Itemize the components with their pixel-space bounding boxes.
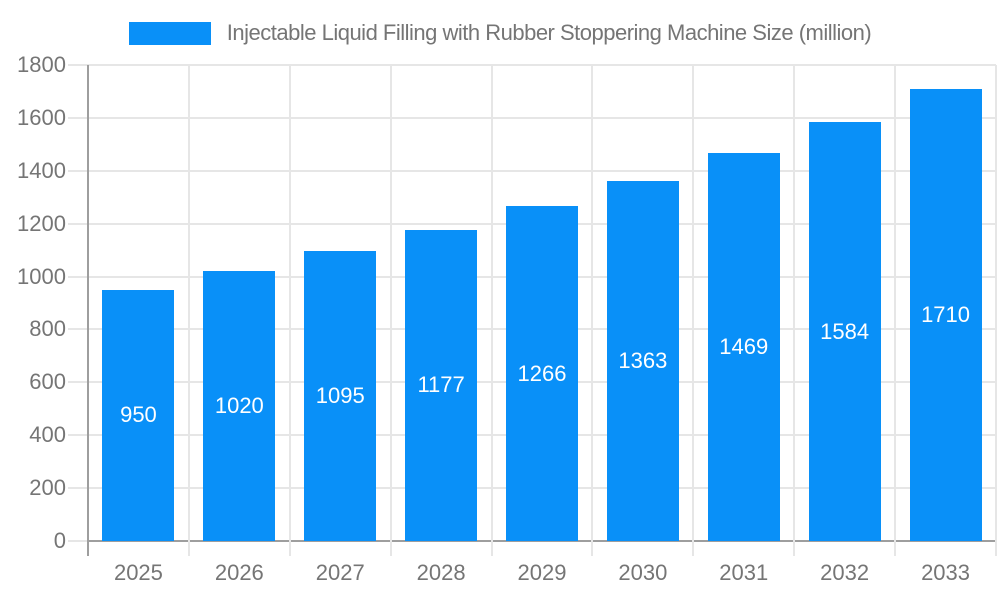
bar-value-label: 1363 <box>618 347 668 373</box>
y-tick <box>68 275 88 278</box>
gridline-h <box>88 64 996 66</box>
x-tick <box>894 541 897 556</box>
bar-value-label: 1020 <box>214 393 264 419</box>
y-axis-label: 400 <box>29 422 66 448</box>
bar-value-label: 1469 <box>719 333 769 359</box>
legend-swatch <box>128 21 211 45</box>
y-tick <box>68 487 88 490</box>
x-axis-label: 2026 <box>214 560 264 585</box>
gridline-v <box>793 65 796 541</box>
x-axis-label: 2030 <box>618 560 668 585</box>
y-tick <box>68 169 88 172</box>
gridline-h <box>88 169 996 172</box>
bar-value-label: 1177 <box>417 372 465 398</box>
gridline-v <box>288 65 291 541</box>
x-tick <box>591 541 594 556</box>
bar: 950 <box>102 289 175 541</box>
bar-value-label: 950 <box>120 402 157 428</box>
y-tick <box>68 328 88 331</box>
x-tick <box>288 541 291 556</box>
y-axis-label: 200 <box>29 475 66 501</box>
x-tick <box>187 541 190 556</box>
gridline-v <box>692 65 695 541</box>
x-axis-label: 2031 <box>719 560 769 585</box>
y-axis-label: 1800 <box>17 52 66 77</box>
bar-value-label: 1584 <box>820 318 870 344</box>
x-tick <box>389 541 392 556</box>
bar: 1469 <box>707 152 780 541</box>
bar-value-label: 1266 <box>517 360 567 386</box>
y-axis-label: 1600 <box>17 104 66 130</box>
gridline-v <box>995 65 997 541</box>
x-tick <box>692 541 695 556</box>
x-axis-label: 2033 <box>921 560 971 585</box>
bar: 1584 <box>808 122 881 541</box>
y-tick <box>68 116 88 119</box>
x-tick <box>490 541 493 556</box>
gridline-v <box>490 65 493 541</box>
gridline-v <box>591 65 594 541</box>
bar: 1363 <box>606 180 679 541</box>
y-axis-label: 1000 <box>17 263 66 289</box>
gridline-h <box>88 116 996 119</box>
y-tick <box>68 64 88 66</box>
legend-series-label: Injectable Liquid Filling with Rubber St… <box>226 20 872 45</box>
y-tick <box>68 381 88 384</box>
bar-value-label: 1710 <box>921 301 971 327</box>
bar: 1020 <box>203 271 276 541</box>
y-axis-line <box>87 65 89 556</box>
y-tick <box>68 540 88 542</box>
x-tick <box>995 541 997 556</box>
x-axis-label: 2027 <box>315 560 365 585</box>
y-axis-label: 0 <box>53 528 66 553</box>
y-axis-label: 1400 <box>17 157 66 183</box>
y-axis-label: 800 <box>29 316 66 342</box>
bar: 1177 <box>405 229 478 541</box>
bar-value-label: 1095 <box>315 383 365 409</box>
plot-area: 950 1020 1095 1177 1266 1363 1469 1584 1710 <box>88 64 997 542</box>
legend: Injectable Liquid Filling with Rubber St… <box>0 20 1000 46</box>
x-axis-line <box>88 540 996 542</box>
x-axis-label: 2025 <box>113 560 163 585</box>
gridline-v <box>187 65 190 541</box>
y-axis-label: 1200 <box>17 210 66 236</box>
gridline-v <box>894 65 897 541</box>
x-axis-label: 2029 <box>517 560 567 585</box>
y-tick <box>68 222 88 225</box>
x-axis-label: 2028 <box>416 560 466 585</box>
bar: 1710 <box>909 88 982 541</box>
y-axis-label: 600 <box>29 369 66 395</box>
bar: 1266 <box>506 206 578 541</box>
bar: 1095 <box>304 251 377 541</box>
x-axis-label: 2032 <box>820 560 870 585</box>
gridline-v <box>389 65 392 541</box>
y-tick <box>68 434 88 437</box>
x-tick <box>793 541 796 556</box>
